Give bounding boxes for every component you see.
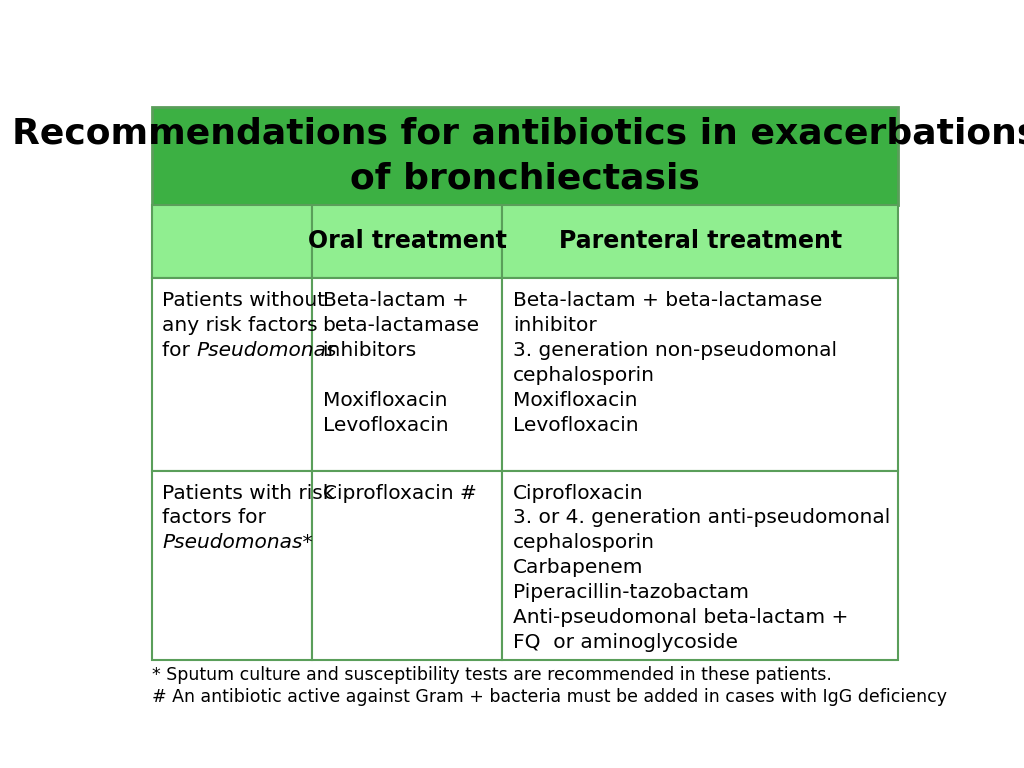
Text: cephalosporin: cephalosporin <box>513 533 654 552</box>
Text: Moxifloxacin: Moxifloxacin <box>513 391 637 410</box>
Text: 3. generation non-pseudomonal: 3. generation non-pseudomonal <box>513 341 837 360</box>
Text: 3. or 4. generation anti-pseudomonal: 3. or 4. generation anti-pseudomonal <box>513 508 890 528</box>
Text: Carbapenem: Carbapenem <box>513 558 643 577</box>
Text: Piperacillin-tazobactam: Piperacillin-tazobactam <box>513 583 749 602</box>
Bar <box>312 204 503 279</box>
Bar <box>152 204 312 279</box>
Text: Beta-lactam +: Beta-lactam + <box>323 291 468 310</box>
Text: Beta-lactam + beta-lactamase: Beta-lactam + beta-lactamase <box>513 291 822 310</box>
Text: inhibitor: inhibitor <box>513 316 597 336</box>
Text: FQ  or aminoglycoside: FQ or aminoglycoside <box>513 633 737 652</box>
Text: # An antibiotic active against Gram + bacteria must be added in cases with IgG d: # An antibiotic active against Gram + ba… <box>152 688 947 707</box>
Text: inhibitors: inhibitors <box>323 341 417 360</box>
Text: Levofloxacin: Levofloxacin <box>513 415 638 435</box>
Bar <box>152 107 898 204</box>
Bar <box>503 279 898 471</box>
Text: Moxifloxacin: Moxifloxacin <box>323 391 447 410</box>
Text: Patients with risk: Patients with risk <box>162 484 335 502</box>
Text: Patients without: Patients without <box>162 291 326 310</box>
Text: Ciprofloxacin #: Ciprofloxacin # <box>323 484 476 502</box>
Text: Recommendations for antibiotics in exacerbations
of bronchiectasis: Recommendations for antibiotics in exace… <box>11 116 1024 195</box>
Text: Ciprofloxacin: Ciprofloxacin <box>513 484 643 502</box>
Text: Levofloxacin: Levofloxacin <box>323 415 449 435</box>
Text: Pseudomonas: Pseudomonas <box>197 341 337 360</box>
Text: Oral treatment: Oral treatment <box>308 230 507 253</box>
Text: beta-lactamase: beta-lactamase <box>323 316 479 336</box>
Text: factors for: factors for <box>162 508 266 528</box>
Text: Anti-pseudomonal beta-lactam +: Anti-pseudomonal beta-lactam + <box>513 607 848 627</box>
Text: * Sputum culture and susceptibility tests are recommended in these patients.: * Sputum culture and susceptibility test… <box>152 666 831 684</box>
Text: any risk factors: any risk factors <box>162 316 317 336</box>
Text: Parenteral treatment: Parenteral treatment <box>558 230 842 253</box>
Bar <box>503 204 898 279</box>
Bar <box>312 279 503 471</box>
Text: Pseudomonas*: Pseudomonas* <box>162 533 312 552</box>
Text: for: for <box>162 341 197 360</box>
Text: cephalosporin: cephalosporin <box>513 366 654 385</box>
Bar <box>152 471 312 660</box>
Bar <box>503 471 898 660</box>
Bar <box>152 279 312 471</box>
Bar <box>312 471 503 660</box>
